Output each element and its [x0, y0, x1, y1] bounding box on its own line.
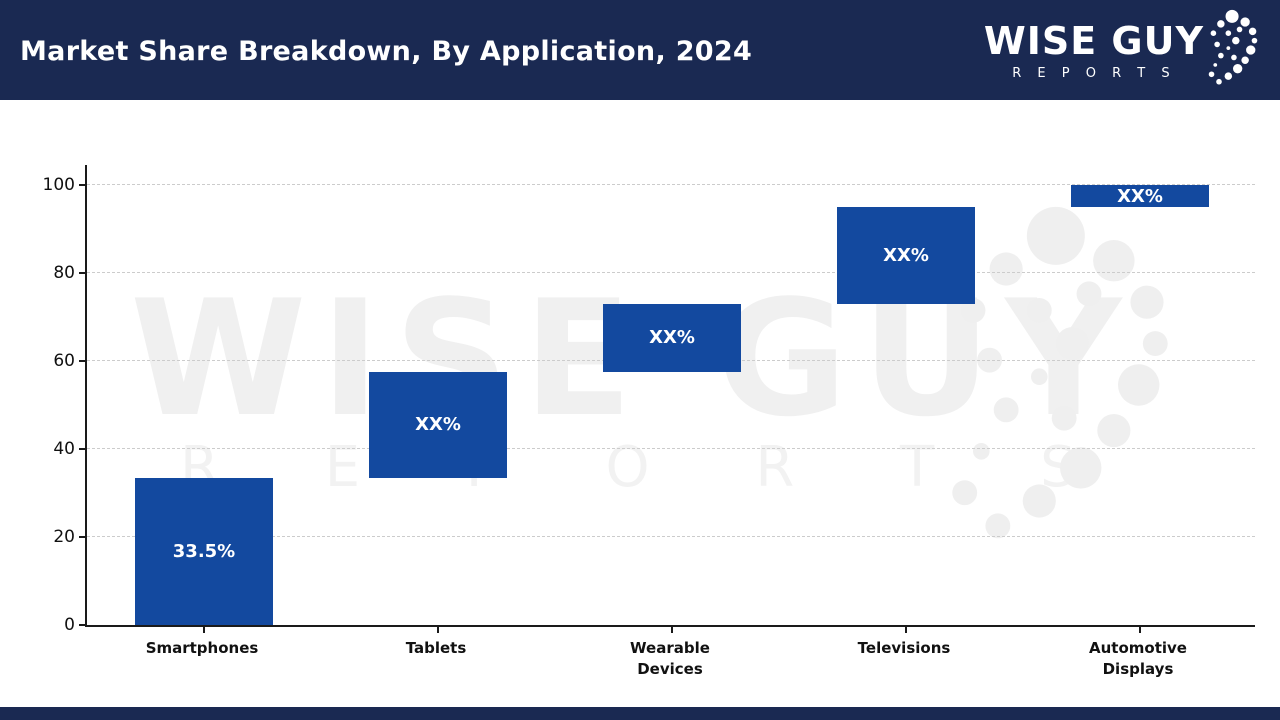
bar-tablets: XX% [369, 372, 507, 478]
x-tick-mark [671, 625, 673, 633]
x-tick-mark [437, 625, 439, 633]
x-category-label: Televisions [787, 638, 1021, 659]
bar-wearable-devices: XX% [603, 303, 741, 372]
gridline [87, 272, 1255, 273]
bar-value-label: XX% [1117, 185, 1163, 207]
y-tick-label: 100 [42, 175, 75, 195]
y-tick-mark [79, 536, 87, 538]
y-tick-mark [79, 184, 87, 186]
x-category-label-text: Wearable Devices [630, 639, 710, 678]
x-category-label: Automotive Displays [1021, 638, 1255, 680]
y-tick-mark [79, 360, 87, 362]
x-category-label-text: Tablets [405, 639, 467, 657]
y-tick-mark [79, 448, 87, 450]
y-tick-mark [79, 272, 87, 274]
x-category-label-text: Smartphones [145, 639, 259, 657]
plot-area: 0 20 40 60 80 100 33.5% XX% XX% XX% XX% [43, 165, 1255, 635]
bar-value-label: XX% [649, 327, 695, 349]
footer-bar [0, 707, 1280, 720]
x-tick-mark [203, 625, 205, 633]
logo-text-main: WISE GUY [983, 19, 1204, 63]
y-tick-label: 20 [53, 527, 75, 547]
bar-value-label: 33.5% [172, 540, 236, 562]
bar-televisions: XX% [837, 207, 975, 304]
gridline [87, 448, 1255, 449]
x-tick-mark [1139, 625, 1141, 633]
x-category-label: Smartphones [85, 638, 319, 659]
bar-automotive-displays: XX% [1071, 185, 1209, 207]
header-bar: Market Share Breakdown, By Application, … [0, 0, 1280, 100]
y-tick-label: 0 [64, 615, 75, 635]
y-tick-mark [79, 624, 87, 626]
logo-text: WISE GUY R E P O R T S [984, 22, 1204, 81]
x-tick-mark [905, 625, 907, 633]
x-category-label: Wearable Devices [553, 638, 787, 680]
bar-value-label: XX% [415, 414, 461, 436]
x-axis: Smartphones Tablets Wearable Devices Televi… [85, 638, 1255, 698]
x-category-label-text: Automotive Displays [1089, 639, 1187, 678]
page-title: Market Share Breakdown, By Application, … [20, 36, 753, 67]
x-category-label-text: Televisions [857, 639, 951, 657]
bar-smartphones: 33.5% [135, 477, 273, 625]
y-tick-label: 80 [53, 263, 75, 283]
x-category-label: Tablets [319, 638, 553, 659]
wise-guy-logo: WISE GUY R E P O R T S [984, 8, 1266, 92]
y-tick-label: 60 [53, 351, 75, 371]
logo-head-icon [1208, 9, 1258, 85]
chart-region: WISE GUY R E P O R T S 0 20 40 60 80 100 33.5%… [0, 100, 1280, 707]
logo-text-sub: R E P O R T S [1012, 66, 1176, 81]
gridline [87, 184, 1255, 185]
gridline [87, 536, 1255, 537]
bar-value-label: XX% [883, 244, 929, 266]
y-tick-label: 40 [53, 439, 75, 459]
